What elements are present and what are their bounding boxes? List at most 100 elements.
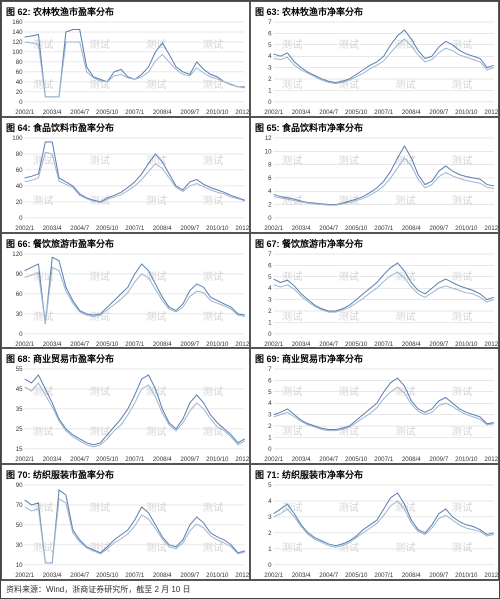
watermark: 测试 [89, 38, 110, 51]
x-tick-label: 2002/1 [15, 225, 35, 232]
x-tick-label: 2008/4 [153, 340, 173, 347]
watermark: 测试 [33, 425, 54, 438]
y-tick-label: 1 [268, 319, 272, 326]
x-tick-label: 2008/4 [153, 109, 173, 116]
x-tick-label: 2012/1 [235, 456, 249, 463]
x-tick-label: 2002/1 [15, 109, 35, 116]
x-tick-label: 2004/7 [319, 572, 339, 579]
x-tick-label: 2002/1 [15, 340, 35, 347]
chart-area: 测试测试测试测试测试测试测试测试012345672002/12003/42004… [251, 365, 498, 463]
y-tick-label: 6 [268, 262, 272, 269]
watermark: 测试 [89, 385, 110, 398]
x-tick-label: 2005/10 [96, 340, 119, 347]
watermark: 测试 [146, 425, 167, 438]
watermark: 测试 [452, 541, 473, 554]
y-tick-label: 0 [268, 446, 272, 453]
x-tick-label: 2007/1 [125, 456, 145, 463]
watermark: 测试 [452, 501, 473, 514]
x-tick-label: 2007/1 [374, 340, 394, 347]
y-tick-label: 6 [268, 30, 272, 37]
y-tick-label: 7 [268, 251, 272, 258]
x-tick-label: 2004/7 [70, 109, 90, 116]
y-tick-label: 5 [268, 42, 272, 49]
watermark: 测试 [146, 194, 167, 207]
watermark: 测试 [203, 194, 224, 207]
chart-cell-c68: 图 68: 商业贸易市盈率分布测试测试测试测试测试测试测试测试152535455… [1, 348, 250, 464]
x-tick-label: 2005/10 [96, 572, 119, 579]
x-tick-label: 2003/4 [43, 456, 63, 463]
x-tick-label: 2012/1 [235, 109, 249, 116]
y-tick-label: 100 [12, 135, 23, 142]
y-tick-label: 0 [268, 215, 272, 222]
watermark: 测试 [452, 425, 473, 438]
watermark: 测试 [338, 38, 359, 51]
x-tick-label: 2009/7 [429, 109, 449, 116]
chart-cell-c71: 图 71: 纺织服装市净率分布测试测试测试测试测试测试测试测试012345200… [250, 464, 499, 580]
x-tick-label: 2009/7 [180, 340, 200, 347]
x-tick-label: 2003/4 [43, 225, 63, 232]
x-tick-label: 2008/4 [402, 109, 422, 116]
watermark: 测试 [452, 154, 473, 167]
y-tick-label: 8 [268, 161, 272, 168]
chart-area: 测试测试测试测试测试测试测试测试15253545552002/12003/420… [2, 365, 249, 463]
y-tick-label: 2 [268, 308, 272, 315]
x-tick-label: 2012/1 [235, 572, 249, 579]
watermark: 测试 [203, 270, 224, 283]
y-tick-label: 2 [268, 201, 272, 208]
x-tick-label: 2007/1 [125, 572, 145, 579]
chart-cell-c69: 图 69: 商业贸易市净率分布测试测试测试测试测试测试测试测试012345672… [250, 348, 499, 464]
x-tick-label: 2012/1 [484, 340, 498, 347]
chart-area: 测试测试测试测试测试测试测试测试0204060801002002/12003/4… [2, 134, 249, 232]
watermark: 测试 [146, 78, 167, 91]
chart-cell-c64: 图 64: 食品饮料市盈率分布测试测试测试测试测试测试测试测试020406080… [1, 117, 250, 233]
series-line-0 [274, 378, 494, 429]
y-tick-label: 0 [19, 330, 23, 337]
y-tick-label: 60 [16, 69, 23, 76]
y-tick-label: 20 [16, 199, 23, 206]
y-tick-label: 2 [268, 76, 272, 83]
x-tick-label: 2008/4 [402, 572, 422, 579]
y-tick-label: 30 [16, 311, 23, 318]
x-tick-label: 2002/1 [264, 109, 284, 116]
x-tick-label: 2010/10 [455, 456, 478, 463]
y-tick-label: 45 [16, 386, 23, 393]
x-tick-label: 2007/1 [374, 572, 394, 579]
x-tick-label: 2005/10 [96, 225, 119, 232]
watermark: 测试 [33, 501, 54, 514]
watermark: 测试 [89, 270, 110, 283]
x-tick-label: 2004/7 [319, 109, 339, 116]
watermark: 测试 [203, 385, 224, 398]
x-tick-label: 2008/4 [402, 225, 422, 232]
x-tick-label: 2004/7 [70, 340, 90, 347]
y-tick-label: 4 [268, 285, 272, 292]
watermark: 测试 [33, 38, 54, 51]
watermark: 测试 [33, 194, 54, 207]
x-tick-label: 2005/10 [345, 456, 368, 463]
x-tick-label: 2012/1 [484, 225, 498, 232]
watermark: 测试 [146, 541, 167, 554]
x-tick-label: 2005/10 [96, 456, 119, 463]
watermark: 测试 [338, 310, 359, 323]
y-tick-label: 5 [268, 482, 272, 489]
y-tick-label: 6 [268, 378, 272, 385]
x-tick-label: 2003/4 [292, 456, 312, 463]
x-tick-label: 2008/4 [153, 225, 173, 232]
watermark: 测试 [452, 38, 473, 51]
y-tick-label: 120 [12, 251, 23, 258]
y-tick-label: 35 [16, 406, 23, 413]
y-tick-label: 3 [268, 412, 272, 419]
x-tick-label: 2007/1 [125, 225, 145, 232]
x-tick-label: 2003/4 [43, 340, 63, 347]
y-tick-label: 6 [268, 175, 272, 182]
chart-cell-c67: 图 67: 餐饮旅游市净率分布测试测试测试测试测试测试测试测试012345672… [250, 233, 499, 349]
y-tick-label: 40 [16, 79, 23, 86]
watermark: 测试 [282, 154, 303, 167]
x-tick-label: 2005/10 [96, 109, 119, 116]
x-tick-label: 2012/1 [235, 340, 249, 347]
y-tick-label: 0 [19, 215, 23, 222]
watermark: 测试 [452, 310, 473, 323]
x-tick-label: 2009/7 [429, 572, 449, 579]
chart-area: 测试测试测试测试测试测试测试测试012345672002/12003/42004… [251, 18, 498, 116]
y-tick-label: 55 [16, 366, 23, 373]
y-tick-label: 2 [268, 530, 272, 537]
